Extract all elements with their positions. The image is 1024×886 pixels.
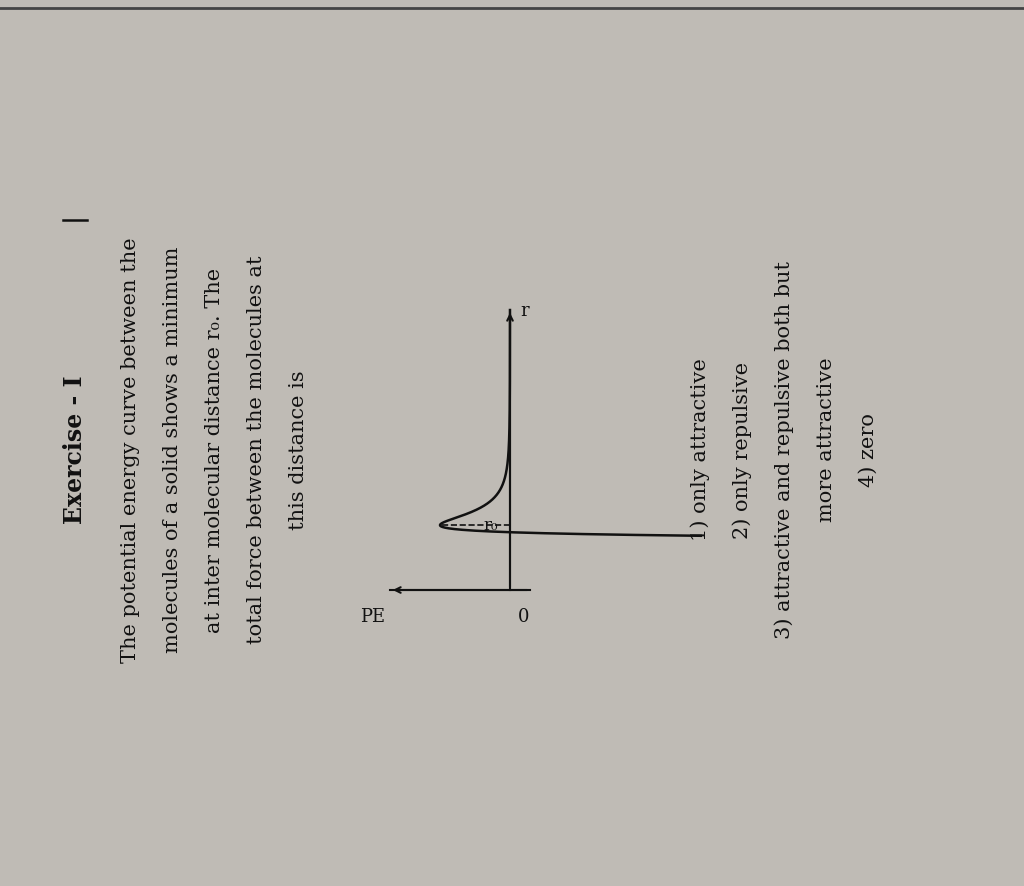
Text: total force between the molecules at: total force between the molecules at (247, 256, 265, 644)
Text: 0: 0 (518, 608, 529, 626)
Text: at inter molecular distance r₀. The: at inter molecular distance r₀. The (205, 268, 223, 633)
Text: 2) only repulsive: 2) only repulsive (732, 361, 752, 539)
Text: more attractive: more attractive (816, 358, 836, 542)
Text: The potential energy curve between the: The potential energy curve between the (121, 237, 139, 663)
Text: 1) only attractive: 1) only attractive (690, 359, 710, 541)
Text: 4) zero: 4) zero (858, 413, 878, 487)
Text: r: r (520, 302, 528, 320)
Text: 3) attractive and repulsive both but: 3) attractive and repulsive both but (774, 261, 794, 639)
Text: Exercise - I: Exercise - I (63, 376, 87, 525)
Text: r₀: r₀ (483, 517, 498, 533)
Text: PE: PE (359, 608, 385, 626)
Text: molecules of a solid shows a minimum: molecules of a solid shows a minimum (163, 246, 181, 653)
Text: this distance is: this distance is (289, 370, 307, 530)
